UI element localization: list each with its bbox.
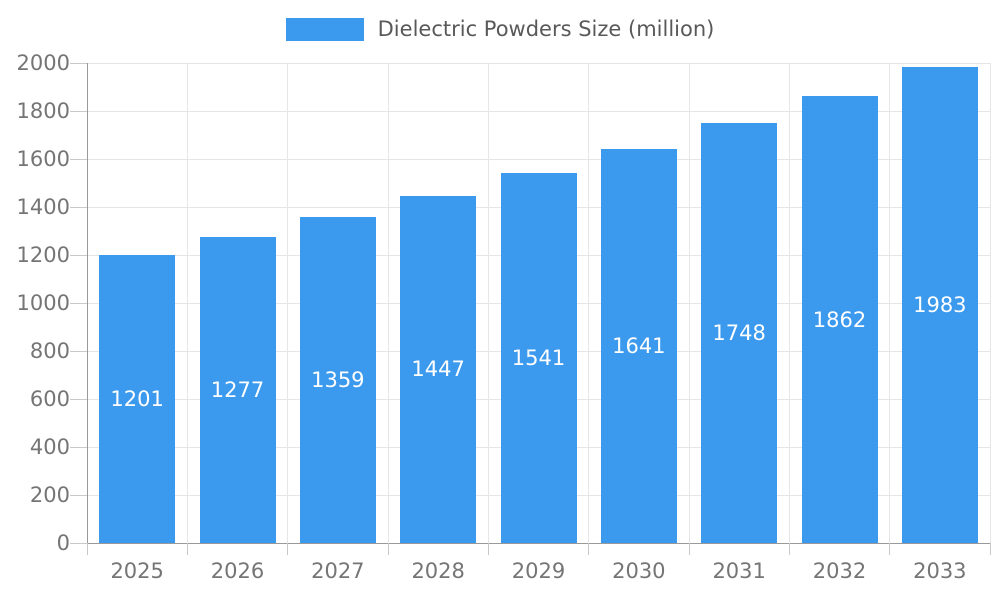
h-gridline <box>87 110 990 112</box>
h-gridline <box>87 158 990 160</box>
x-tick <box>287 543 289 555</box>
bar-value-label: 1201 <box>110 386 164 411</box>
bar[interactable] <box>500 173 577 543</box>
legend-swatch <box>285 17 364 41</box>
y-axis-tick-label: 1400 <box>16 195 70 219</box>
x-axis-tick-label: 2032 <box>812 559 867 583</box>
bar-value-label: 1447 <box>411 357 465 382</box>
y-tick <box>70 254 87 256</box>
x-tick <box>788 543 790 555</box>
y-tick <box>70 110 87 112</box>
y-axis-tick-label: 1200 <box>16 243 70 267</box>
bar-value-label: 1862 <box>812 307 867 332</box>
bar-value-label: 1277 <box>210 377 265 402</box>
x-axis-tick-label: 2030 <box>612 559 666 583</box>
legend-item[interactable]: Dielectric Powders Size (million) <box>0 17 1000 41</box>
x-tick <box>487 543 489 555</box>
y-axis-tick-label: 1600 <box>16 147 70 171</box>
v-gridline <box>387 63 389 543</box>
y-axis-tick-label: 2000 <box>16 51 70 75</box>
bar[interactable] <box>99 254 176 543</box>
x-axis-line <box>87 542 990 544</box>
x-axis-tick-label: 2029 <box>511 559 566 583</box>
x-axis-tick-label: 2028 <box>411 559 465 583</box>
bar[interactable] <box>801 96 878 543</box>
v-gridline <box>487 63 489 543</box>
x-tick <box>889 543 891 555</box>
bar[interactable] <box>600 149 677 543</box>
bar-value-label: 1641 <box>612 334 666 359</box>
x-tick <box>989 543 991 555</box>
bar-value-label: 1983 <box>913 293 967 318</box>
x-axis-tick-label: 2027 <box>311 559 365 583</box>
y-axis-tick-label: 800 <box>29 339 70 363</box>
y-tick <box>70 206 87 208</box>
v-gridline <box>588 63 590 543</box>
v-gridline <box>688 63 690 543</box>
bar-value-label: 1541 <box>511 346 566 371</box>
v-gridline <box>989 63 991 543</box>
x-axis-tick-label: 2025 <box>110 559 164 583</box>
h-gridline <box>87 62 990 64</box>
y-tick <box>70 302 87 304</box>
x-tick <box>186 543 188 555</box>
plot-area: 1201 1277 1359 1447 1541 1641 1748 1862 1983 0 200… <box>17 51 991 583</box>
x-tick <box>688 543 690 555</box>
bar[interactable] <box>701 123 778 543</box>
v-gridline <box>889 63 891 543</box>
v-gridline <box>788 63 790 543</box>
y-axis-line <box>86 63 88 555</box>
bar[interactable] <box>400 195 477 543</box>
y-tick <box>70 446 87 448</box>
bar[interactable] <box>199 236 276 543</box>
x-tick <box>86 543 88 555</box>
y-axis-tick-label: 1800 <box>16 99 70 123</box>
y-tick <box>70 542 87 544</box>
bar-value-label: 1359 <box>311 367 365 392</box>
x-tick <box>588 543 590 555</box>
y-axis-tick-label: 600 <box>29 387 70 411</box>
y-axis-tick-label: 400 <box>29 435 70 459</box>
y-axis-tick-label: 200 <box>29 483 70 507</box>
bar[interactable] <box>901 67 978 543</box>
y-tick <box>70 158 87 160</box>
x-tick <box>387 543 389 555</box>
legend-label: Dielectric Powders Size (million) <box>377 17 715 41</box>
v-gridline <box>287 63 289 543</box>
x-axis-tick-label: 2031 <box>712 559 766 583</box>
y-axis-tick-label: 1000 <box>16 291 70 315</box>
x-axis-tick-label: 2026 <box>210 559 265 583</box>
x-axis-tick-label: 2033 <box>913 559 967 583</box>
y-tick <box>70 350 87 352</box>
y-axis-tick-label: 0 <box>56 531 70 555</box>
y-tick <box>70 494 87 496</box>
y-tick <box>70 62 87 64</box>
y-tick <box>70 398 87 400</box>
v-gridline <box>186 63 188 543</box>
bar[interactable] <box>299 216 376 543</box>
bar-value-label: 1748 <box>712 321 766 346</box>
